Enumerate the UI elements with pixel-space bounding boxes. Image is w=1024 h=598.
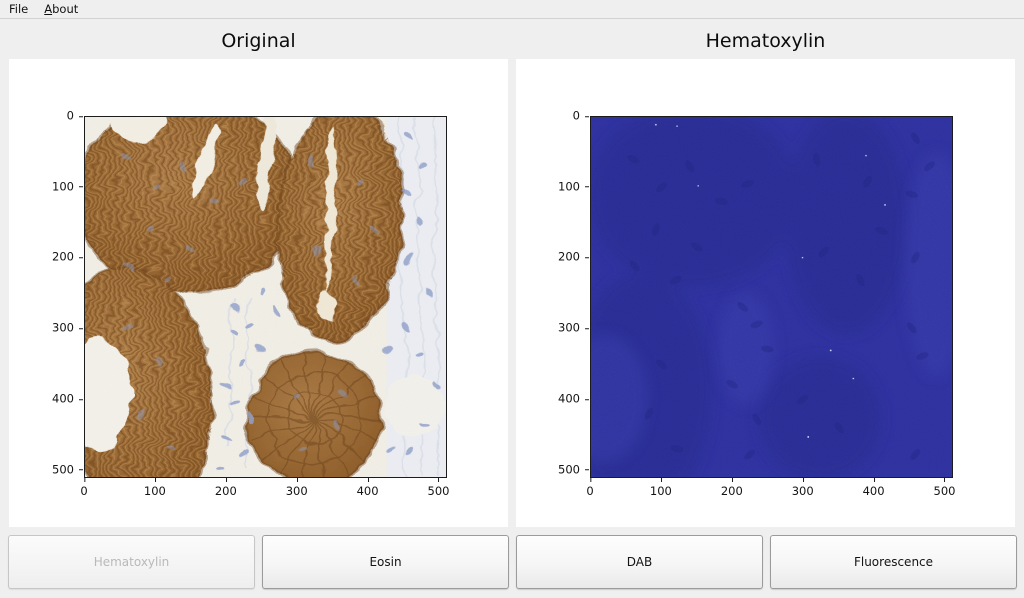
- hematoxylin-x-axis-ticks: 0 100 200 300 400 500: [586, 478, 956, 500]
- hematoxylin-plot: 0 100 200 300 400 500 0 100 200 300 400 500: [558, 110, 955, 497]
- original-y-axis-ticks: 0 100 200 300 400 500: [38, 110, 84, 478]
- x-tick-label: 300: [285, 478, 308, 498]
- y-tick-label: 0: [572, 108, 590, 123]
- y-tick-label: 500: [558, 461, 589, 476]
- eosin-button[interactable]: Eosin: [262, 535, 509, 589]
- original-axes-frame: [84, 116, 447, 478]
- x-tick-label: 500: [933, 478, 956, 498]
- x-tick-label: 200: [720, 478, 743, 498]
- x-tick-label: 400: [862, 478, 885, 498]
- hematoxylin-channel-image: [591, 117, 952, 477]
- y-tick-label: 0: [66, 108, 84, 123]
- x-tick-label: 200: [214, 478, 237, 498]
- y-tick-label: 200: [52, 249, 83, 264]
- y-tick-label: 500: [52, 461, 83, 476]
- y-tick-label: 100: [558, 178, 589, 193]
- menu-about[interactable]: About: [44, 2, 78, 16]
- dab-button[interactable]: DAB: [516, 535, 763, 589]
- menu-bar: File About: [0, 0, 1024, 19]
- y-tick-label: 100: [52, 178, 83, 193]
- x-tick-label: 100: [649, 478, 672, 498]
- hematoxylin-button[interactable]: Hematoxylin: [8, 535, 255, 589]
- y-tick-label: 300: [558, 320, 589, 335]
- y-tick-label: 400: [558, 391, 589, 406]
- original-x-axis-ticks: 0 100 200 300 400 500: [80, 478, 450, 500]
- panel-title-original: Original: [221, 30, 296, 52]
- panel-title-hematoxylin: Hematoxylin: [705, 30, 826, 52]
- menu-file[interactable]: File: [9, 2, 29, 16]
- x-tick-label: 0: [586, 478, 594, 498]
- original-tissue-image: [85, 117, 446, 477]
- y-tick-label: 400: [52, 391, 83, 406]
- y-tick-label: 200: [558, 249, 589, 264]
- x-tick-label: 400: [356, 478, 379, 498]
- menu-about-rest: bout: [52, 2, 79, 16]
- x-tick-label: 500: [427, 478, 450, 498]
- x-tick-label: 300: [791, 478, 814, 498]
- fluorescence-button[interactable]: Fluorescence: [770, 535, 1017, 589]
- hematoxylin-axes-frame: [590, 116, 953, 478]
- x-tick-label: 100: [143, 478, 166, 498]
- original-plot: 0 100 200 300 400 500 0 100 200 300 400 500: [52, 110, 449, 497]
- y-tick-label: 300: [52, 320, 83, 335]
- x-tick-label: 0: [80, 478, 88, 498]
- menu-about-accel: A: [44, 2, 53, 16]
- hematoxylin-y-axis-ticks: 0 100 200 300 400 500: [544, 110, 590, 478]
